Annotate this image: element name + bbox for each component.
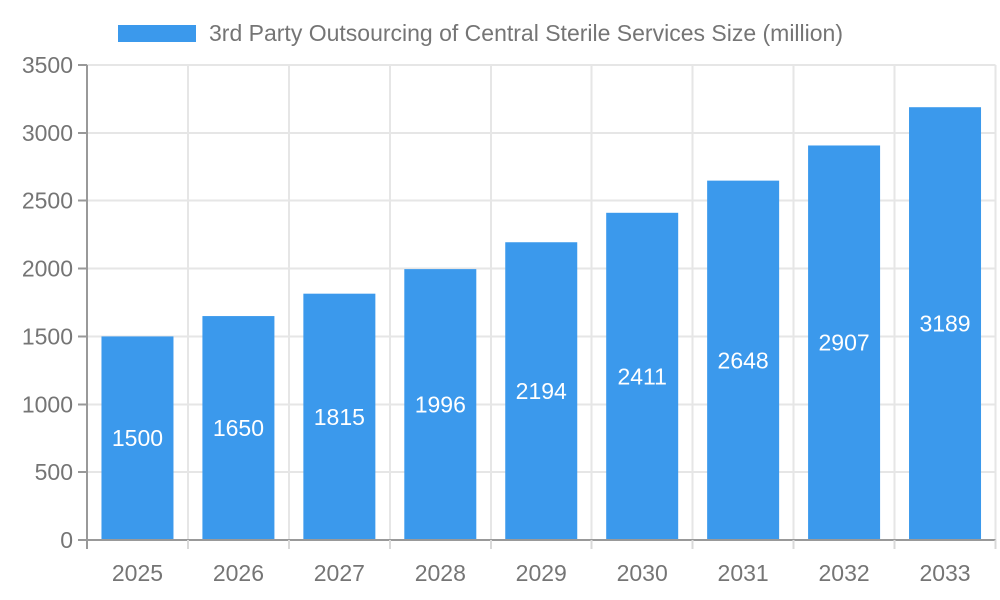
x-tick-label: 2029 bbox=[516, 560, 567, 586]
bar-value-label: 1996 bbox=[415, 392, 466, 418]
bar-value-label: 1650 bbox=[213, 415, 264, 441]
bar[interactable] bbox=[909, 107, 982, 540]
bar[interactable] bbox=[505, 242, 578, 540]
bars-layer bbox=[101, 107, 982, 541]
bar[interactable] bbox=[808, 145, 881, 540]
bar-value-label: 1815 bbox=[314, 404, 365, 430]
bar-value-label: 2648 bbox=[718, 347, 769, 373]
legend-item[interactable]: 3rd Party Outsourcing of Central Sterile… bbox=[118, 20, 843, 47]
bar-value-label: 1500 bbox=[112, 425, 163, 451]
bar[interactable] bbox=[404, 269, 477, 540]
axes-layer bbox=[78, 64, 997, 549]
x-tick-label: 2031 bbox=[718, 560, 769, 586]
bar[interactable] bbox=[303, 293, 376, 540]
y-tick-label: 3500 bbox=[22, 52, 73, 78]
bar[interactable] bbox=[707, 180, 780, 540]
y-tick-label: 1000 bbox=[22, 391, 73, 417]
grid-layer bbox=[87, 64, 997, 540]
bar[interactable] bbox=[606, 212, 679, 541]
y-tick-label: 2000 bbox=[22, 256, 73, 282]
y-tick-label: 0 bbox=[60, 527, 73, 553]
bar-value-label: 2907 bbox=[818, 330, 869, 356]
bar[interactable] bbox=[202, 316, 275, 540]
x-tick-label: 2030 bbox=[617, 560, 668, 586]
bar-value-label: 2411 bbox=[617, 363, 666, 389]
x-tick-label: 2033 bbox=[919, 560, 970, 586]
bar-value-label: 3189 bbox=[919, 311, 970, 337]
y-tick-label: 500 bbox=[35, 459, 73, 485]
legend-label: 3rd Party Outsourcing of Central Sterile… bbox=[209, 20, 844, 46]
x-tick-label: 2026 bbox=[213, 560, 264, 586]
bar[interactable] bbox=[101, 336, 174, 540]
x-tick-label: 2025 bbox=[112, 560, 163, 586]
x-tick-label: 2028 bbox=[415, 560, 466, 586]
x-tick-label: 2027 bbox=[314, 560, 365, 586]
bar-value-label: 2194 bbox=[516, 378, 567, 404]
legend-swatch bbox=[118, 25, 196, 42]
y-tick-label: 2500 bbox=[22, 188, 73, 214]
y-tick-label: 1500 bbox=[22, 323, 73, 349]
y-tick-label: 3000 bbox=[22, 120, 73, 146]
labels-layer: 1500 1650 1815 1996 2194 2411 2648 2907 3189 0 500… bbox=[22, 52, 971, 586]
x-tick-label: 2032 bbox=[818, 560, 869, 586]
